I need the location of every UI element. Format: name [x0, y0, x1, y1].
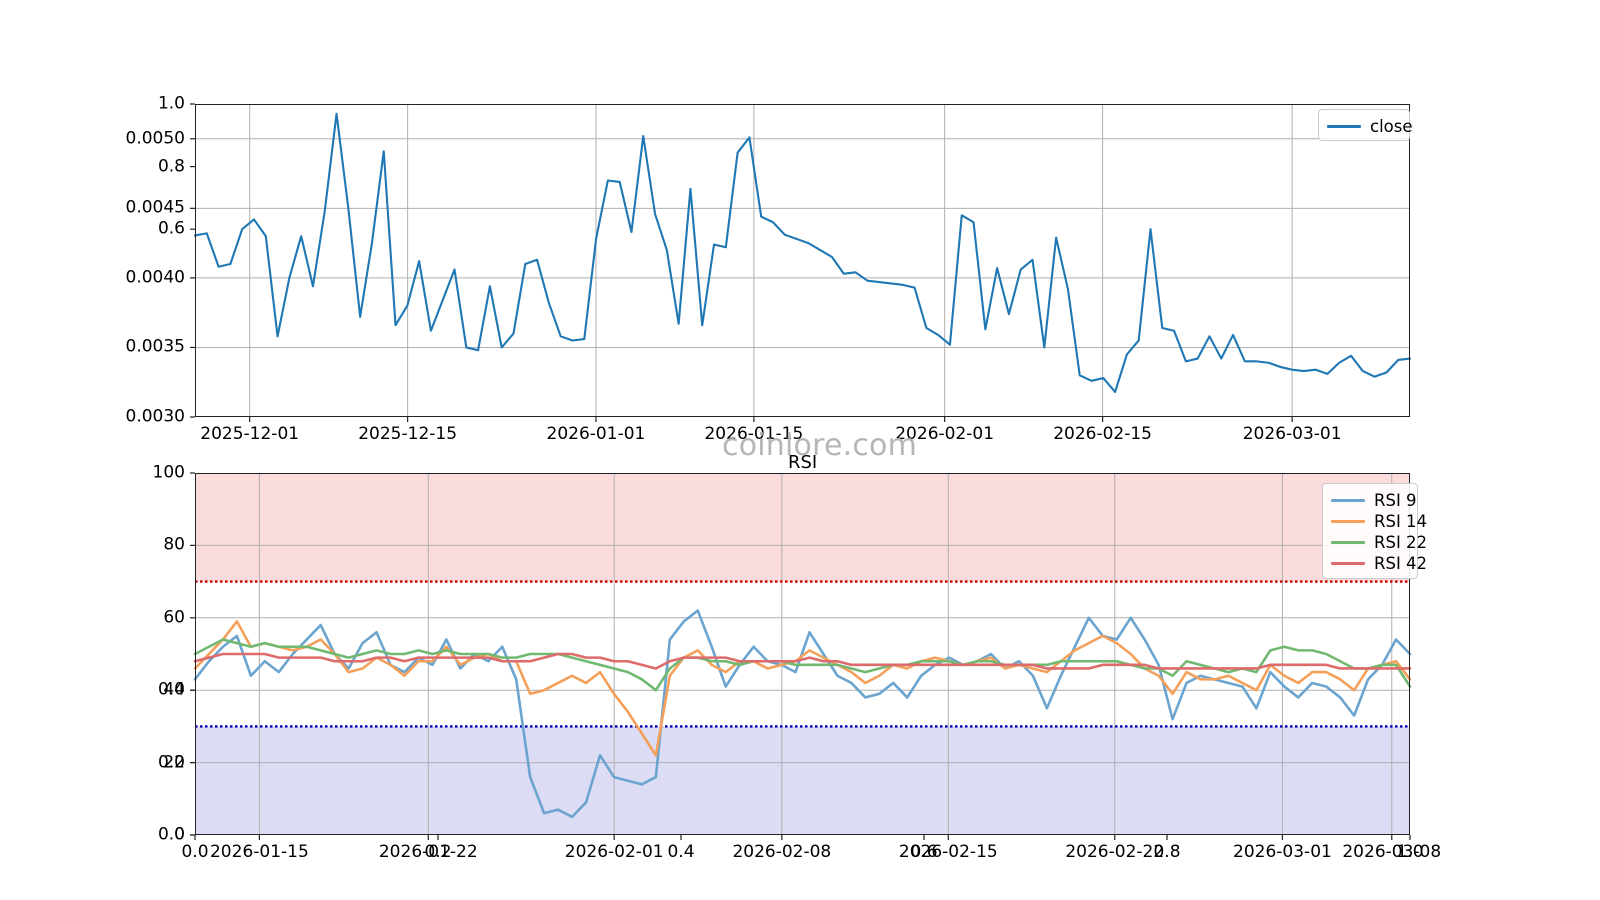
legend-item-rsi14[interactable]: RSI 14: [1331, 511, 1427, 532]
legend-swatch-rsi22: [1331, 540, 1365, 545]
rsi-xtick-3: 2026-02-08: [732, 842, 832, 862]
rsi-plot-svg: [190, 472, 1412, 840]
rsi-xtick-2: 2026-02-01: [564, 842, 664, 862]
price-ytick-2: 0.0040: [125, 267, 185, 288]
legend-item-rsi42[interactable]: RSI 42: [1331, 553, 1427, 574]
rsi-secondary-xtick-1: 0.2: [424, 842, 452, 862]
price-xtick-3: 2026-01-15: [704, 424, 804, 444]
rsi-secondary-ytick-2: 0.4: [157, 679, 185, 700]
rsi-secondary-ytick-1: 0.2: [157, 752, 185, 773]
price-ytick-1: 0.0035: [125, 336, 185, 357]
rsi-ytick-0: 0: [174, 824, 185, 845]
rsi-plot-frame: [195, 473, 1410, 835]
rsi-xtick-0: 2026-01-15: [209, 842, 309, 862]
rsi-ytick-3: 60: [163, 607, 185, 628]
rsi-xtick-1: 2026-01-22: [378, 842, 478, 862]
watermark-coinlore: coinlore.com: [722, 428, 918, 463]
price-plot-svg: [190, 103, 1412, 422]
price-secondary-ytick-0: 0.6: [157, 218, 185, 239]
price-secondary-ytick-1: 0.8: [157, 156, 185, 177]
rsi-secondary-xtick-3: 0.6: [910, 842, 938, 862]
price-plot-frame: [195, 104, 1410, 417]
rsi-ytick-4: 80: [163, 534, 185, 555]
rsi-secondary-ytick-0: 0.0: [157, 824, 185, 845]
rsi-ytick-1: 20: [163, 752, 185, 773]
price-xtick-6: 2026-03-01: [1242, 424, 1342, 444]
legend-item-close[interactable]: close: [1327, 116, 1413, 137]
rsi-ytick-5: 100: [152, 462, 185, 483]
rsi-xtick-6: 2026-03-01: [1233, 842, 1332, 862]
legend-item-rsi9[interactable]: RSI 9: [1331, 490, 1417, 511]
price-ytick-0: 0.0030: [125, 406, 185, 427]
price-xtick-2: 2026-01-01: [546, 424, 646, 444]
rsi-ytick-2: 40: [163, 679, 185, 700]
legend-label-rsi9: RSI 9: [1374, 491, 1417, 510]
rsi-secondary-xtick-5: 1.0: [1396, 842, 1424, 862]
legend-label-rsi22: RSI 22: [1374, 533, 1428, 552]
price-legend[interactable]: close: [1318, 109, 1413, 141]
price-ytick-4: 0.0050: [125, 128, 185, 149]
legend-swatch-rsi14: [1331, 519, 1365, 524]
rsi-chart-panel: RSI 9 RSI 14 RSI 22 RSI 42 0 20 40 60 80 100 0…: [0, 450, 1600, 900]
price-chart-panel: close 0.0030 0.0035 0.0040 0.0045 0.0050 2025…: [125, 93, 1413, 444]
legend-label-rsi14: RSI 14: [1374, 512, 1428, 531]
legend-swatch-rsi42: [1331, 561, 1365, 566]
legend-label-rsi42: RSI 42: [1374, 554, 1428, 573]
rsi-xtick-4: 2026-02-15: [898, 842, 998, 862]
rsi-secondary-xtick-2: 0.4: [667, 842, 695, 862]
rsi-secondary-xtick-0: 0.0: [181, 842, 209, 862]
price-secondary-ytick-2: 1.0: [157, 93, 185, 114]
legend-label-close: close: [1370, 117, 1413, 136]
rsi-chart-title: RSI: [788, 452, 818, 473]
legend-swatch-rsi9: [1331, 498, 1365, 503]
legend-swatch-close: [1327, 124, 1361, 129]
price-ytick-3: 0.0045: [125, 197, 185, 218]
price-xtick-5: 2026-02-15: [1053, 424, 1152, 444]
price-xtick-0: 2025-12-01: [200, 424, 300, 444]
rsi-secondary-xtick-4: 0.8: [1153, 842, 1181, 862]
rsi-legend[interactable]: RSI 9 RSI 14 RSI 22 RSI 42: [1322, 483, 1427, 579]
price-xtick-4: 2026-02-01: [895, 424, 995, 444]
rsi-xtick-5: 2026-02-22: [1065, 842, 1165, 862]
legend-item-rsi22[interactable]: RSI 22: [1331, 532, 1427, 553]
rsi-xtick-7: 2026-03-08: [1342, 842, 1442, 862]
price-xtick-1: 2025-12-15: [358, 424, 458, 444]
